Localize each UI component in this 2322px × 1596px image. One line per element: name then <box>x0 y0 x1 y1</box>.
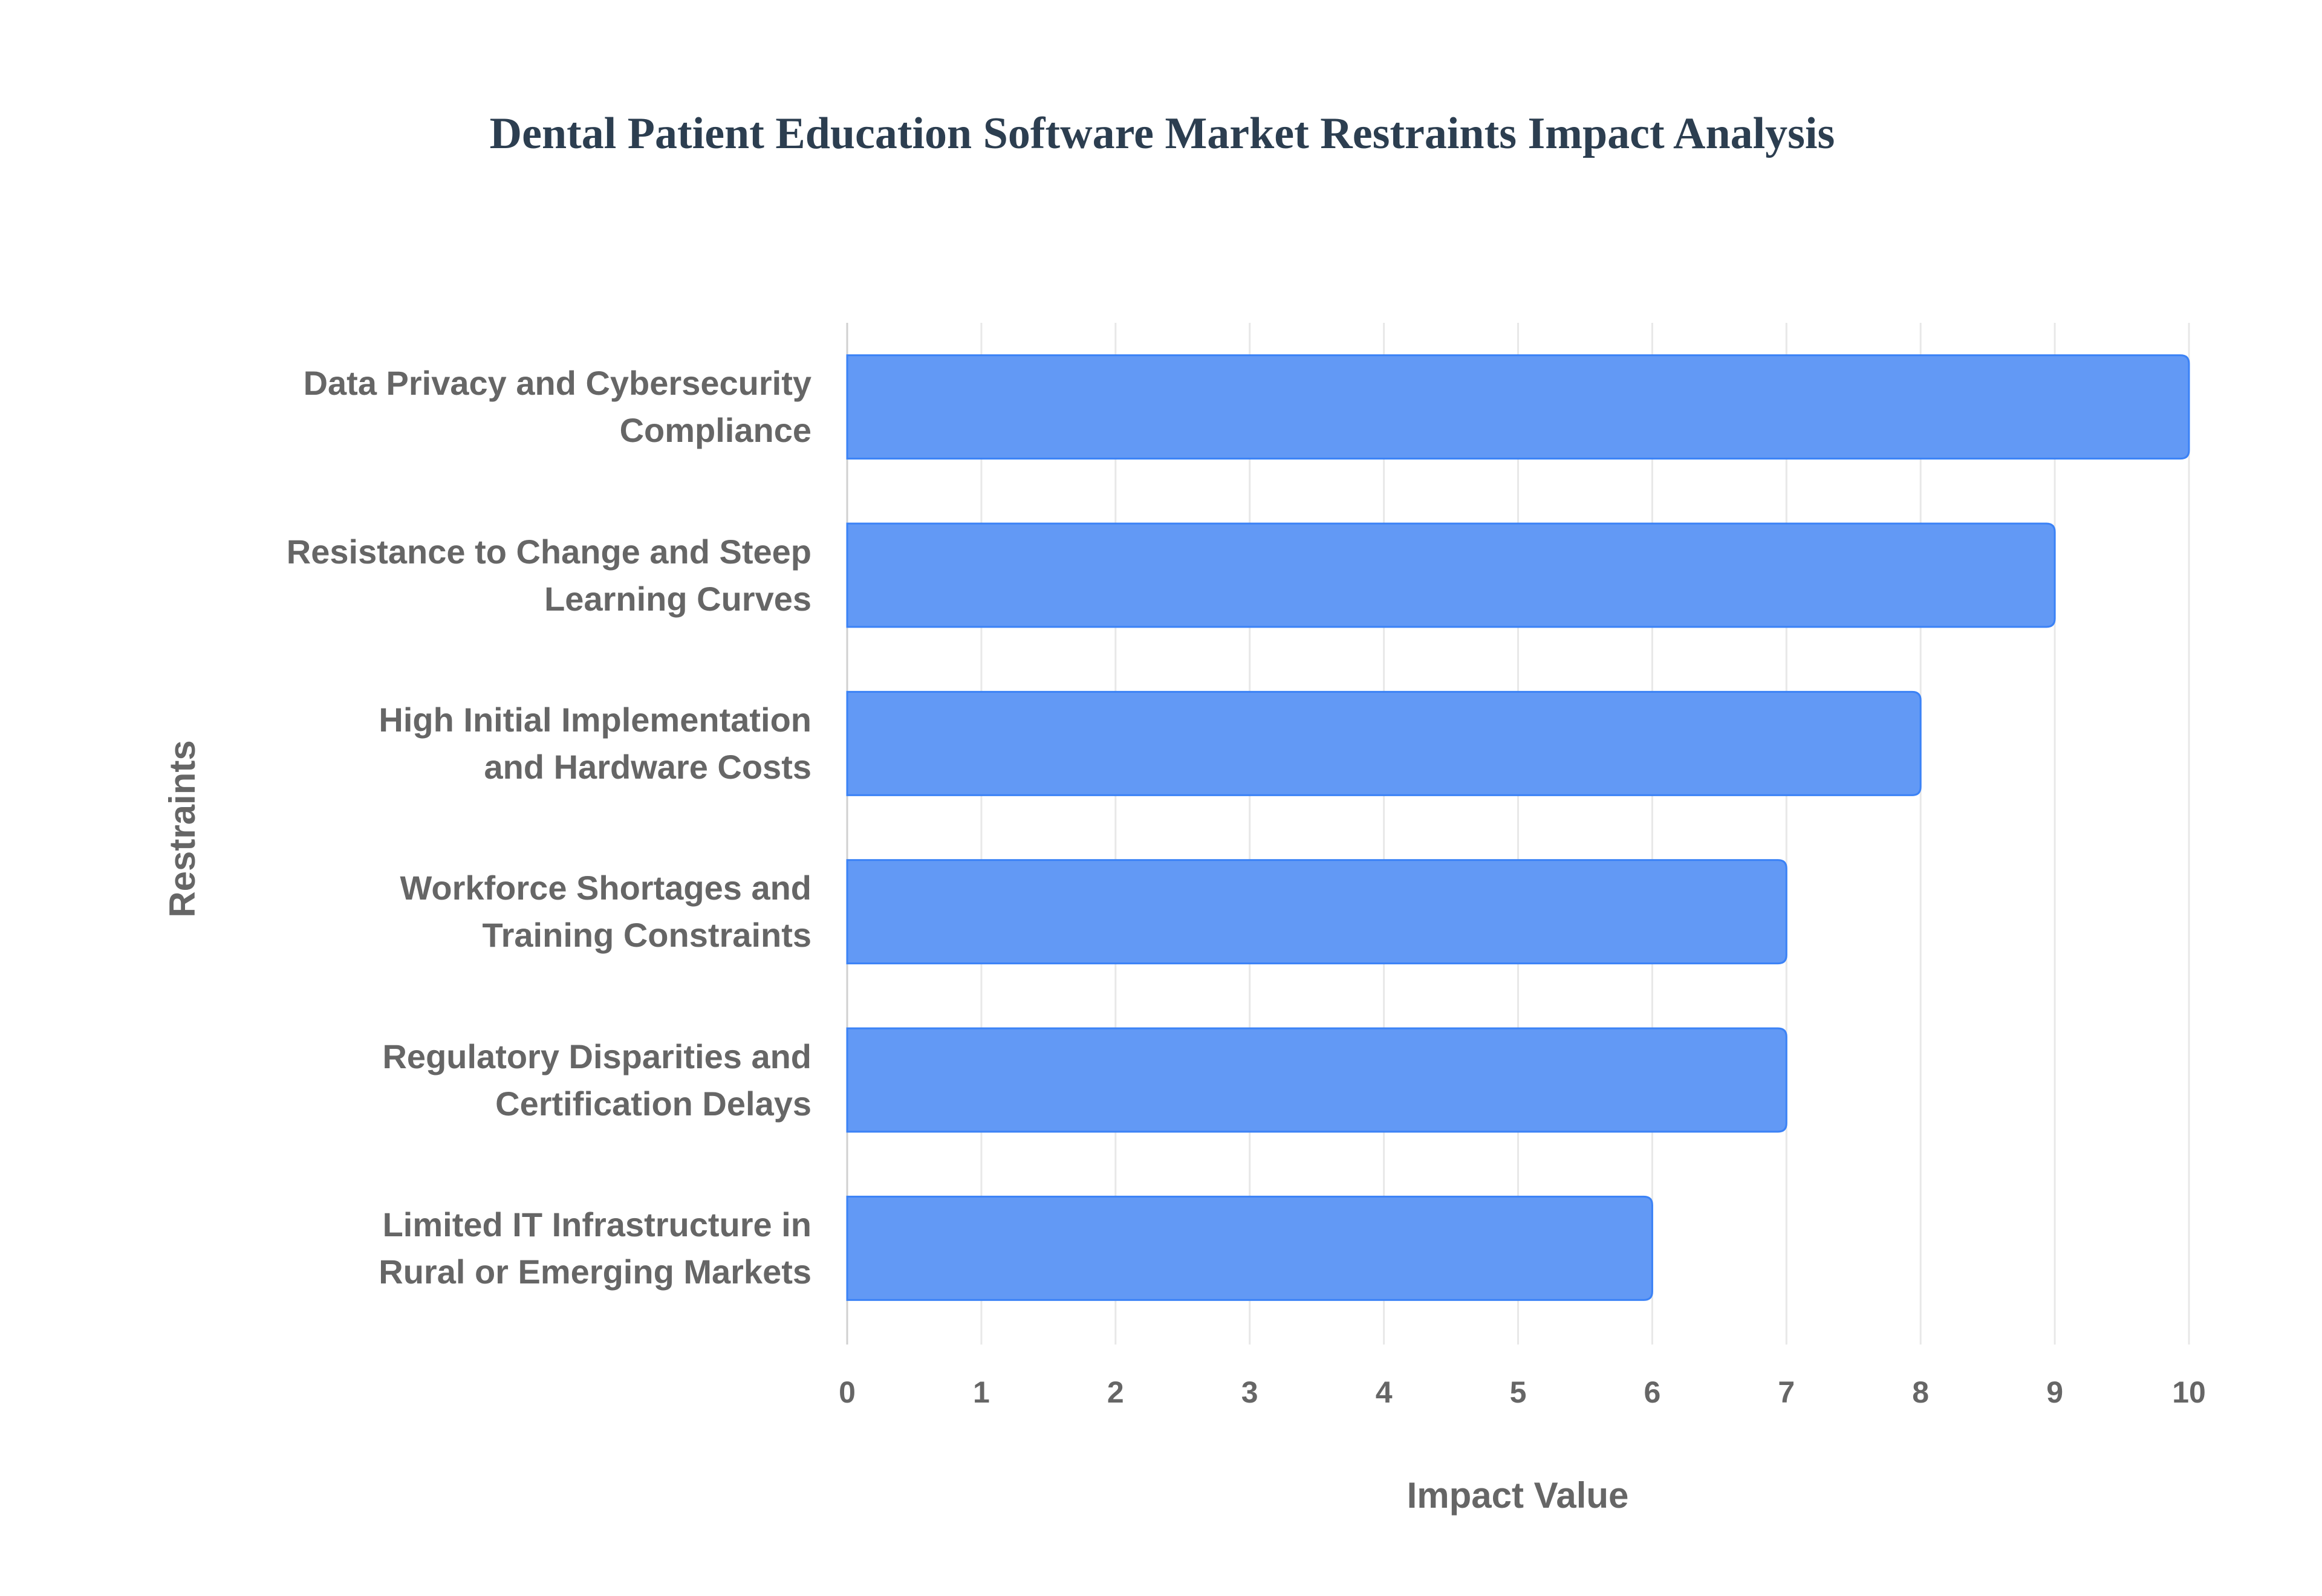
y-tick-label: Limited IT Infrastructure in Rural or Em… <box>379 1205 811 1291</box>
bar <box>846 354 2190 460</box>
x-tick-label: 10 <box>2172 1375 2206 1409</box>
bar <box>846 1027 1787 1133</box>
x-tick-label: 3 <box>1241 1375 1258 1409</box>
y-tick-label: High Initial Implementation and Hardware… <box>379 700 811 786</box>
x-tick-label: 1 <box>973 1375 990 1409</box>
x-tick-label: 2 <box>1107 1375 1124 1409</box>
x-tick-label: 6 <box>1644 1375 1660 1409</box>
y-tick-label: Workforce Shortages and Training Constra… <box>400 869 811 955</box>
chart-title: Dental Patient Education Software Market… <box>490 109 1835 158</box>
y-tick-label: Regulatory Disparities and Certification… <box>382 1037 811 1123</box>
x-tick-label: 7 <box>1778 1375 1795 1409</box>
bar <box>846 522 2056 628</box>
bar <box>846 1195 1653 1301</box>
x-tick-label: 8 <box>1912 1375 1929 1409</box>
y-axis-title: Restraints <box>162 740 203 917</box>
bar <box>846 859 1787 965</box>
x-tick-label: 9 <box>2046 1375 2063 1409</box>
y-tick-label: Data Privacy and Cybersecurity Complianc… <box>303 364 811 450</box>
x-tick-label: 4 <box>1376 1375 1393 1409</box>
x-axis-title: Impact Value <box>1407 1475 1629 1516</box>
bar <box>846 690 1922 796</box>
y-tick-label: Resistance to Change and Steep Learning … <box>286 532 811 618</box>
x-tick-label: 0 <box>839 1375 856 1409</box>
x-tick-label: 5 <box>1510 1375 1527 1409</box>
